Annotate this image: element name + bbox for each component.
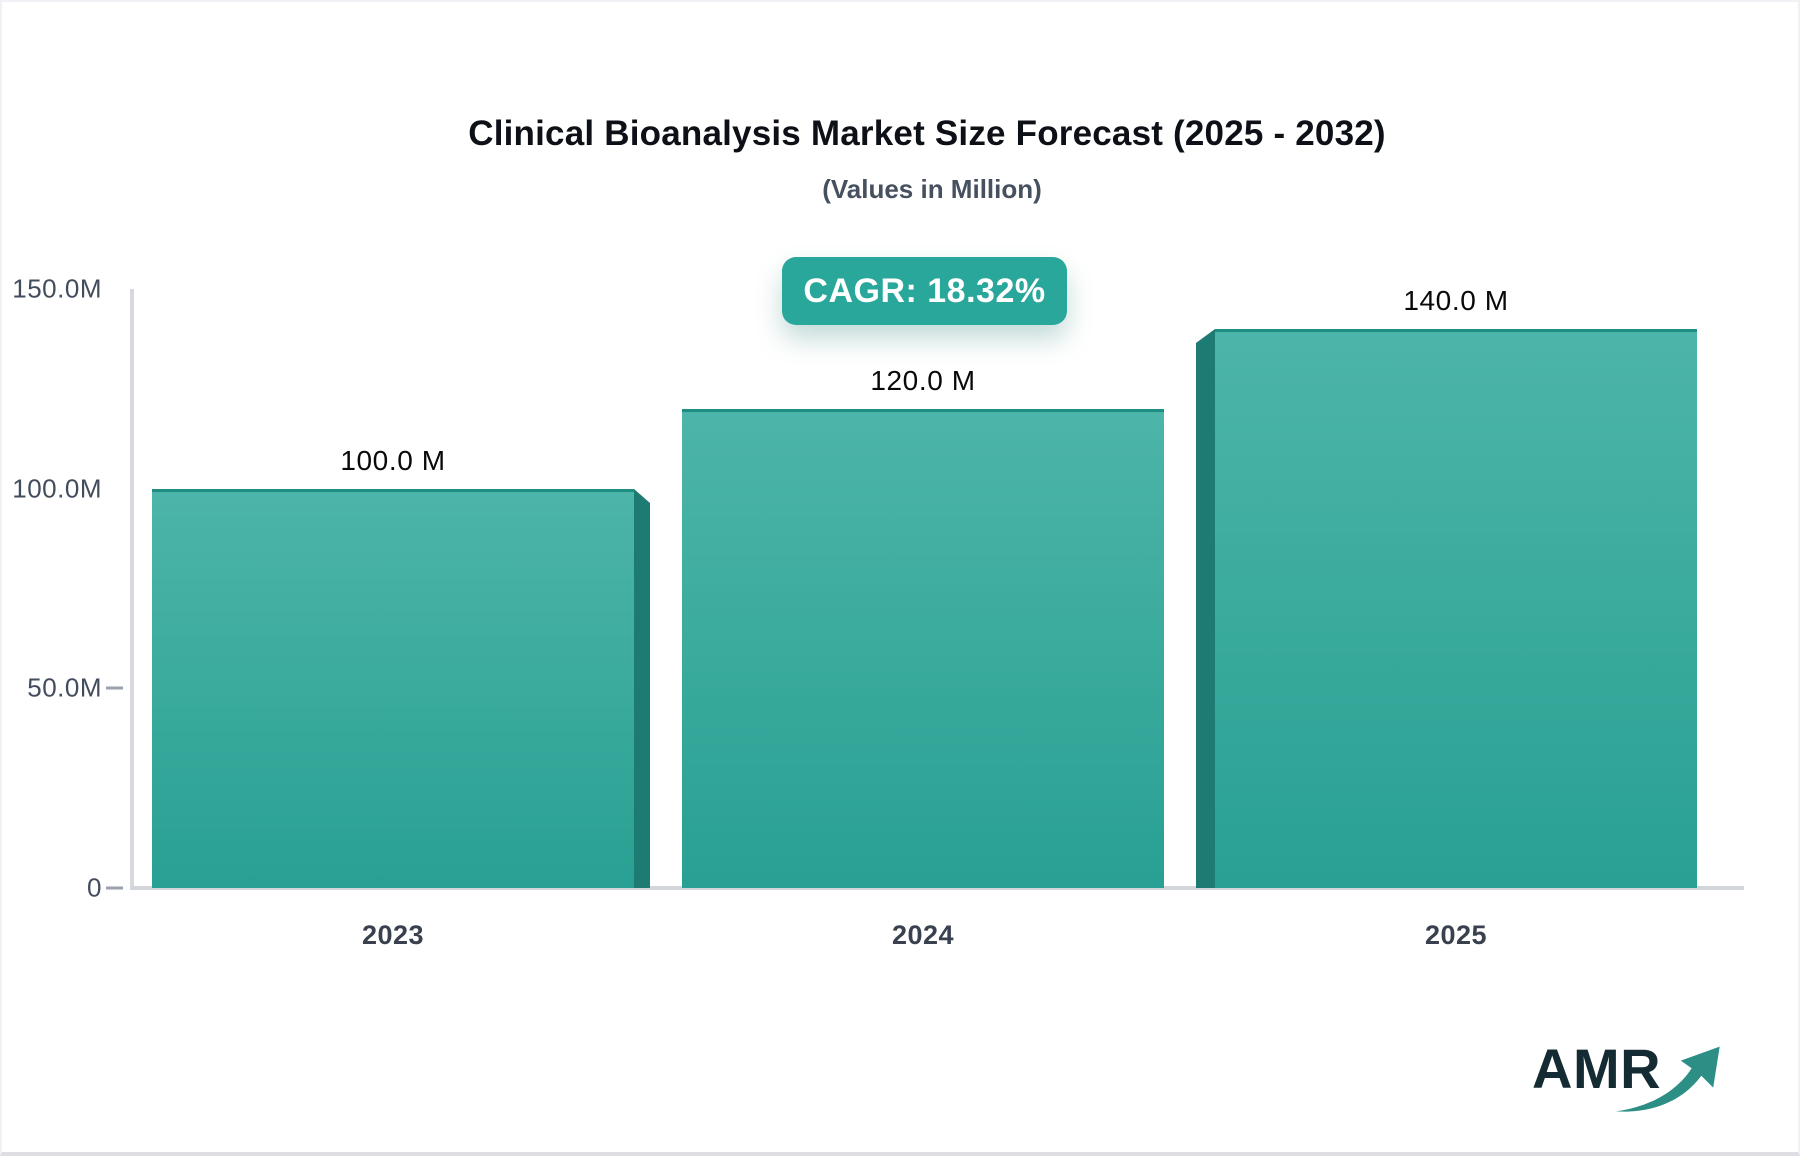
cagr-badge-label: CAGR: 18.32% — [803, 271, 1046, 310]
trend-arrow-icon — [1616, 1046, 1720, 1112]
chart-subtitle: (Values in Million) — [822, 174, 1042, 204]
x-axis-label-2025: 2025 — [1424, 920, 1488, 950]
y-axis-line — [130, 289, 134, 889]
y-axis-tick-label: 100.0M — [12, 473, 102, 504]
x-axis-label-2024: 2024 — [891, 920, 955, 950]
y-axis-tick-mark — [106, 886, 123, 890]
amr-logo: AMR — [1524, 1032, 1724, 1122]
bar-value-label: 120.0 M — [870, 365, 976, 396]
bar-2025[interactable] — [1215, 329, 1697, 888]
bar-3d-side-2023 — [634, 489, 650, 888]
bar-value-label: 140.0 M — [1403, 285, 1509, 316]
chart-title: Clinical Bioanalysis Market Size Forecas… — [468, 114, 1386, 153]
y-axis-tick-mark — [106, 686, 123, 690]
x-axis-baseline — [130, 886, 1744, 890]
bar-2024[interactable] — [682, 409, 1164, 888]
y-axis-tick-label: 50.0M — [27, 672, 102, 703]
bar-3d-side-2025 — [1196, 329, 1215, 888]
cagr-badge: CAGR: 18.32% — [782, 257, 1067, 325]
x-axis-label-2023: 2023 — [361, 920, 425, 950]
bar-2023[interactable] — [152, 489, 634, 888]
y-axis-tick-label: 150.0M — [12, 273, 102, 304]
y-axis-tick-label: 0 — [87, 872, 102, 903]
bar-value-label: 100.0 M — [340, 445, 446, 476]
amr-logo-text: AMR — [1532, 1037, 1662, 1100]
